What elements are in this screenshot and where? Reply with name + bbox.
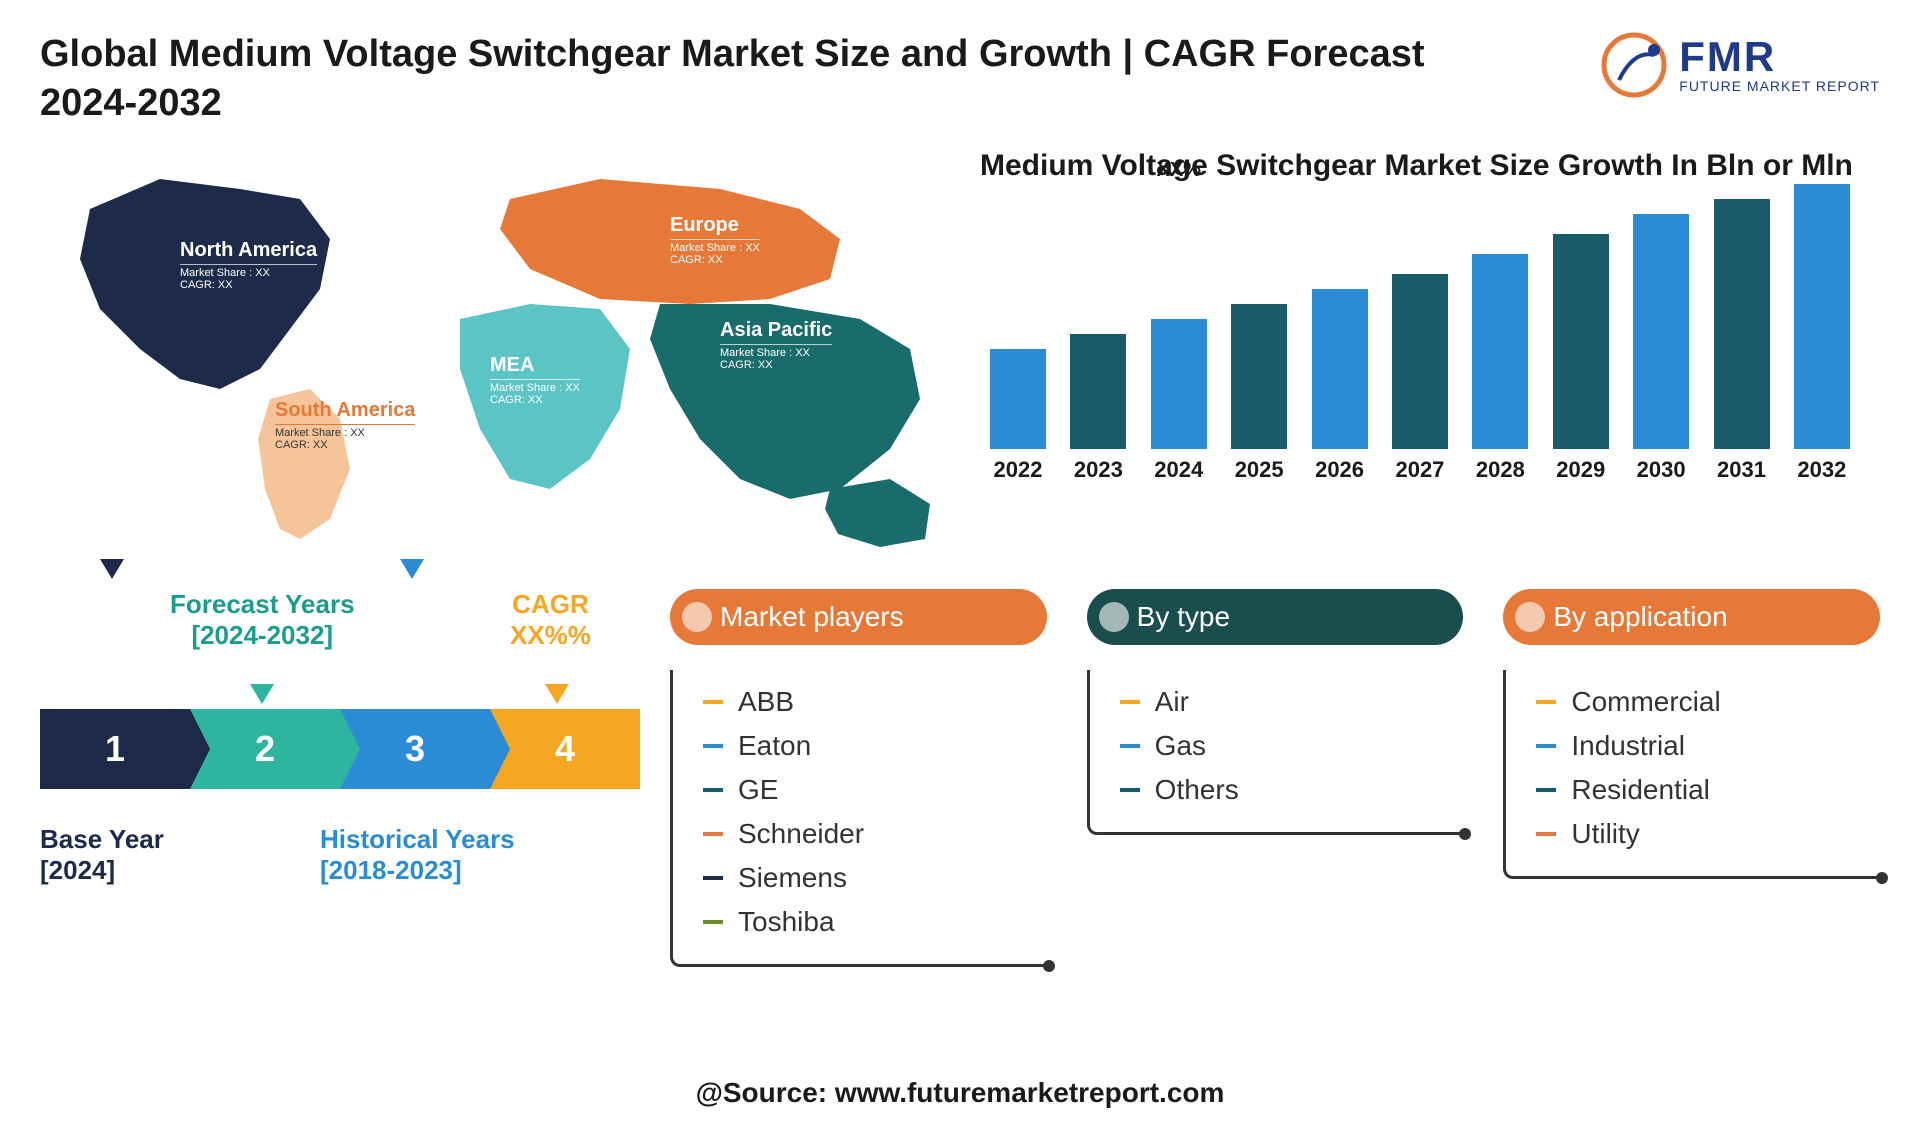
market-players-col: Market players ABBEatonGESchneiderSiemen…	[670, 589, 1047, 967]
bar-chart: 20222023XX%20242025202620272028202920302…	[980, 203, 1860, 483]
logo-sub-text: FUTURE MARKET REPORT	[1679, 78, 1880, 94]
market-players-header: Market players	[670, 589, 1047, 645]
region-asia-pacific: Asia Pacific Market Share : XX CAGR: XX	[720, 319, 832, 371]
bar-group: XX%2024	[1151, 319, 1207, 483]
by-application-col: By application CommercialIndustrialResid…	[1503, 589, 1880, 967]
world-map: North America Market Share : XX CAGR: XX…	[40, 149, 960, 549]
logo-icon	[1599, 30, 1669, 100]
arrow-down-icon	[400, 559, 424, 579]
list-item: Eaton	[703, 724, 1027, 768]
bar-group: 2023	[1070, 334, 1126, 483]
by-type-col: By type AirGasOthers	[1087, 589, 1464, 967]
arrow-up-icon	[250, 684, 274, 704]
timeline-seg-4: 4	[490, 709, 640, 789]
logo: FMR FUTURE MARKET REPORT	[1599, 30, 1880, 100]
bar-group: 2030	[1633, 214, 1689, 483]
bar-group: 2029	[1553, 234, 1609, 483]
bar-group: 2022	[990, 349, 1046, 483]
bar-group: 2028	[1472, 254, 1528, 483]
list-item: ABB	[703, 680, 1027, 724]
by-application-header: By application	[1503, 589, 1880, 645]
bar-group: XX%2032	[1794, 184, 1850, 483]
bar-group: 2026	[1312, 289, 1368, 483]
timeline-seg-2: 2	[190, 709, 340, 789]
list-item: Schneider	[703, 812, 1027, 856]
list-item: Air	[1120, 680, 1444, 724]
bar-chart-section: Medium Voltage Switchgear Market Size Gr…	[980, 149, 1860, 549]
by-type-header: By type	[1087, 589, 1464, 645]
logo-fmr-text: FMR	[1679, 36, 1880, 78]
cagr-label: CAGR XX%%	[510, 589, 591, 651]
arrow-up-icon	[545, 684, 569, 704]
source-text: @Source: www.futuremarketreport.com	[40, 1077, 1880, 1109]
list-item: Residential	[1536, 768, 1860, 812]
list-item: Gas	[1120, 724, 1444, 768]
page-title: Global Medium Voltage Switchgear Market …	[40, 30, 1520, 129]
region-europe: Europe Market Share : XX CAGR: XX	[670, 214, 760, 266]
timeline-seg-3: 3	[340, 709, 490, 789]
list-item: Commercial	[1536, 680, 1860, 724]
historical-years-label: Historical Years [2018-2023]	[320, 824, 515, 886]
region-mea: MEA Market Share : XX CAGR: XX	[490, 354, 580, 406]
region-south-america: South America Market Share : XX CAGR: XX	[275, 399, 415, 451]
timeline-seg-1: 1	[40, 709, 190, 789]
list-item: Siemens	[703, 856, 1027, 900]
base-year-label: Base Year [2024]	[40, 824, 164, 886]
timeline-bar: 1 2 3 4	[40, 709, 640, 789]
forecast-label: Forecast Years [2024-2032]	[170, 589, 355, 651]
bar-group: 2025	[1231, 304, 1287, 483]
region-north-america: North America Market Share : XX CAGR: XX	[180, 239, 317, 291]
list-item: Industrial	[1536, 724, 1860, 768]
timeline-section: Forecast Years [2024-2032] CAGR XX%% 1 2…	[40, 589, 640, 967]
list-item: Toshiba	[703, 900, 1027, 944]
list-item: GE	[703, 768, 1027, 812]
list-item: Utility	[1536, 812, 1860, 856]
bar-group: 2031	[1714, 199, 1770, 483]
list-item: Others	[1120, 768, 1444, 812]
chart-title: Medium Voltage Switchgear Market Size Gr…	[980, 149, 1860, 183]
arrow-down-icon	[100, 559, 124, 579]
bar-group: 2027	[1392, 274, 1448, 483]
